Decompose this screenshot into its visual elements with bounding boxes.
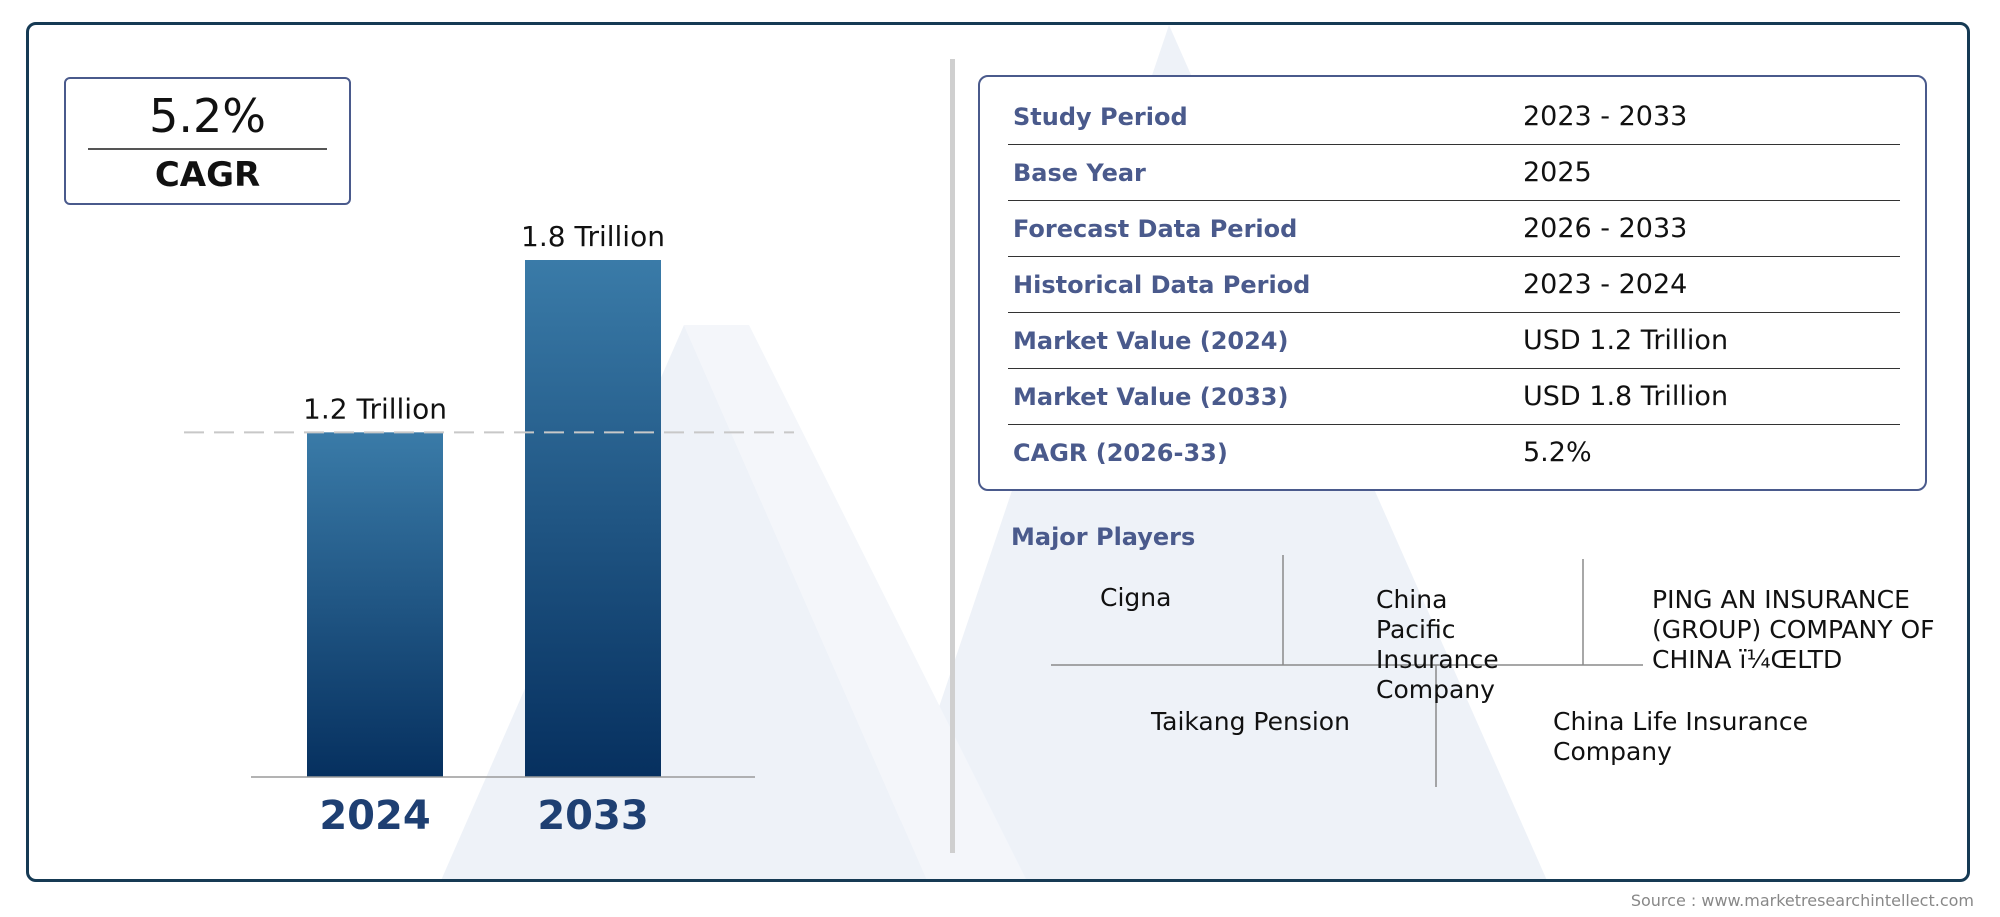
data-label-2024: 1.2 Trillion [303,392,447,425]
info-label: CAGR (2026-33) [1013,439,1228,467]
info-row-historical-period: Historical Data Period 2023 - 2024 [1008,257,1900,313]
info-label: Forecast Data Period [1013,215,1298,243]
info-value: 2023 - 2024 [1523,269,1688,300]
info-row-base-year: Base Year 2025 [1008,145,1900,201]
info-row-forecast-period: Forecast Data Period 2026 - 2033 [1008,201,1900,257]
info-label: Study Period [1013,103,1188,131]
source-credit: Source : www.marketresearchintellect.com [1630,891,1974,910]
bar-2033 [525,260,661,777]
info-label: Market Value (2024) [1013,327,1289,355]
player-ping-an: PING AN INSURANCE (GROUP) COMPANY OF CHI… [1652,585,1935,674]
info-label: Historical Data Period [1013,271,1311,299]
bar-2024 [307,432,443,777]
category-label-2033: 2033 [537,793,648,839]
data-label-2033: 1.8 Trillion [521,220,665,253]
info-label: Base Year [1013,159,1146,187]
info-row-market-value-2024: Market Value (2024) USD 1.2 Trillion [1008,313,1900,369]
market-info-table: Study Period 2023 - 2033 Base Year 2025 … [978,75,1927,491]
info-value: USD 1.2 Trillion [1523,325,1729,356]
cagr-label: CAGR [154,155,261,195]
player-china-life: China Life Insurance Company [1553,707,1809,766]
player-cigna: Cigna [1100,583,1172,612]
info-value: 2026 - 2033 [1523,213,1688,244]
info-value: 5.2% [1523,437,1592,468]
info-row-market-value-2033: Market Value (2033) USD 1.8 Trillion [1008,369,1900,425]
category-label-2024: 2024 [319,793,430,839]
players-connector-lines [1051,555,1643,787]
cagr-value: 5.2% [149,89,266,143]
info-value: USD 1.8 Trillion [1523,381,1729,412]
player-taikang: Taikang Pension [1151,707,1350,736]
infographic-frame: 5.2% CAGR 1.2 Trillion 2024 1.8 Trillion 20… [26,22,1970,882]
info-value: 2023 - 2033 [1523,101,1688,132]
info-value: 2025 [1523,157,1592,188]
major-players-title: Major Players [1011,523,1196,551]
market-bar-chart: 1.2 Trillion 2024 1.8 Trillion 2033 [184,220,794,839]
info-row-cagr: CAGR (2026-33) 5.2% [1008,425,1900,481]
player-china-pacific: China Pacific Insurance Company [1376,585,1499,704]
cagr-box: 5.2% CAGR [64,77,351,205]
info-row-study-period: Study Period 2023 - 2033 [1008,89,1900,145]
panel-divider [950,59,955,853]
info-label: Market Value (2033) [1013,383,1289,411]
cagr-rule [88,148,327,150]
